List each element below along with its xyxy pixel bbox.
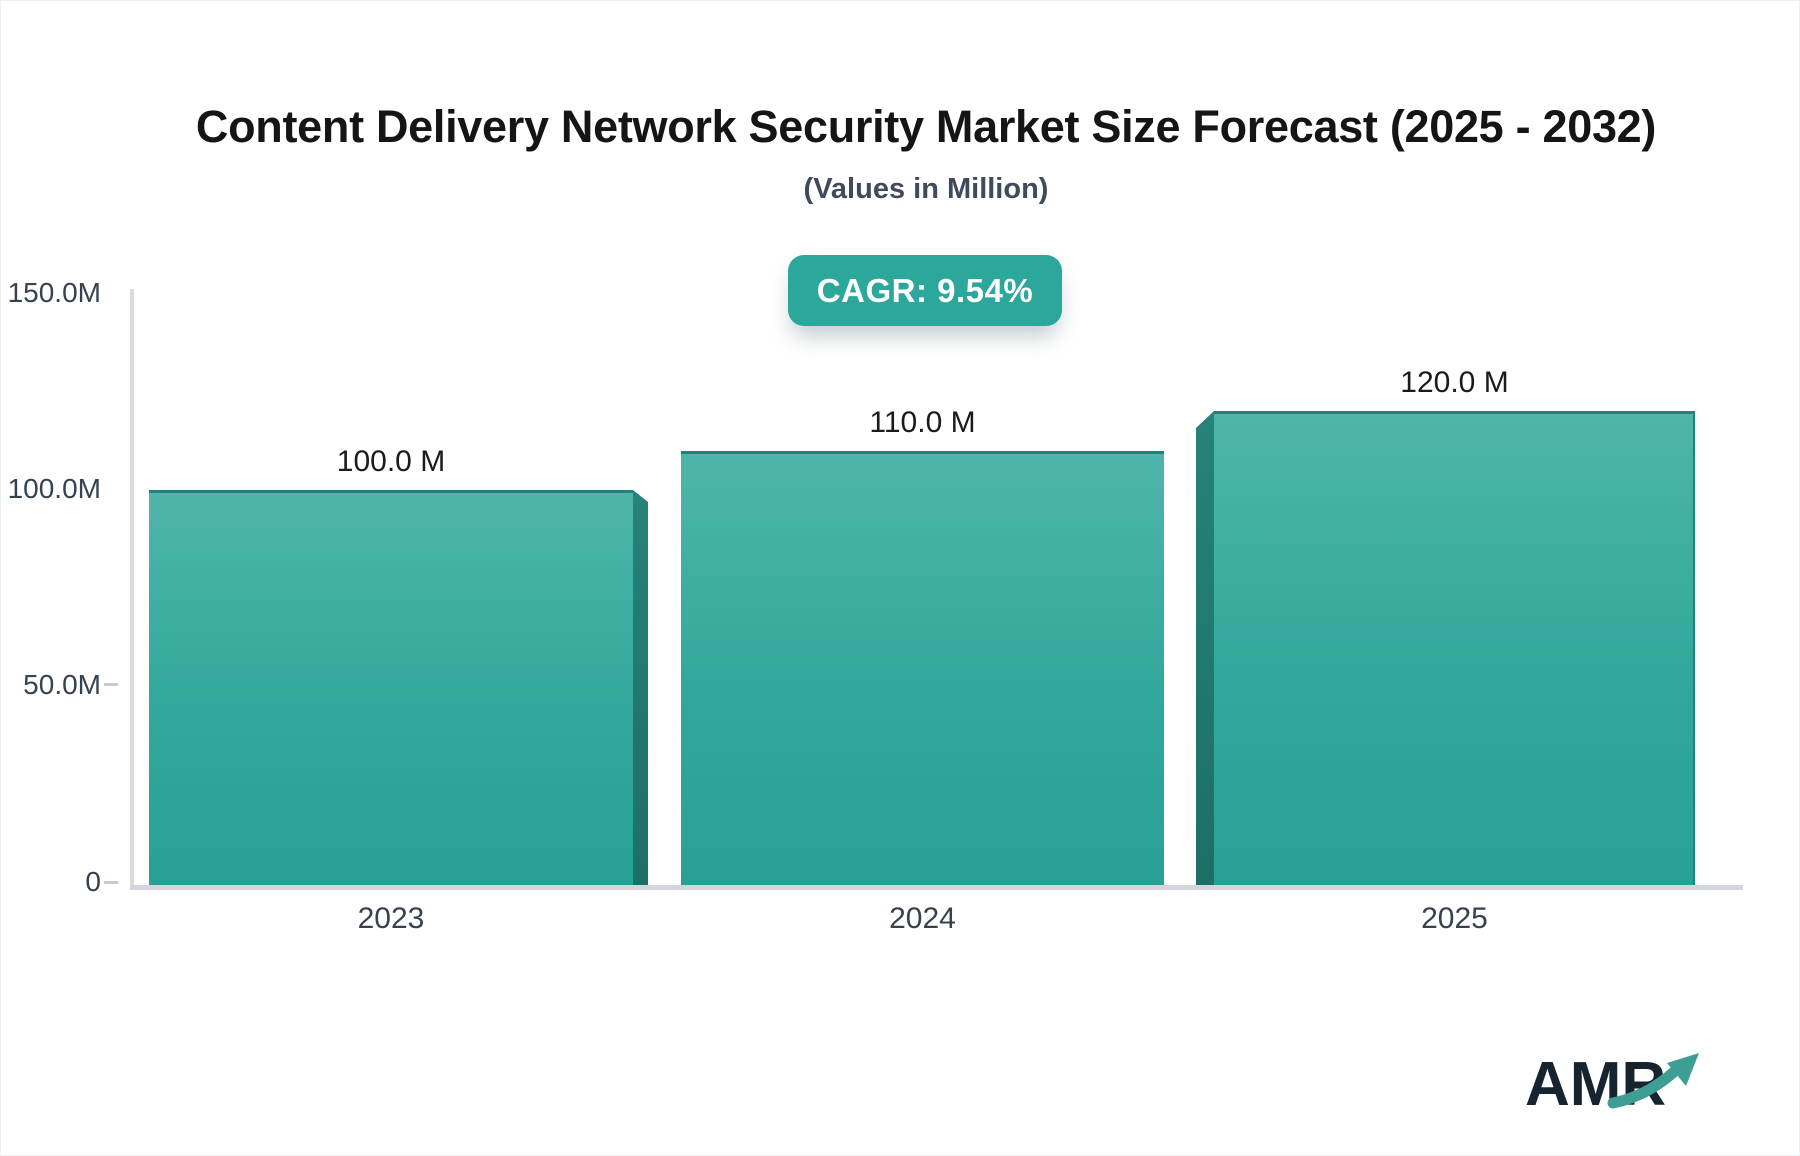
- bar-2023-side-face: [633, 490, 648, 885]
- x-axis-label-2025: 2025: [1421, 902, 1488, 935]
- chart-subtitle: (Values in Million): [803, 173, 1049, 205]
- amr-logo-text: AMR: [1525, 1050, 1666, 1119]
- bar-2025-side-face: [1196, 411, 1214, 885]
- y-axis-tick-0: [104, 881, 118, 884]
- bar-value-label-2024: 110.0 M: [869, 406, 976, 439]
- x-axis-line: [130, 885, 1743, 890]
- bar-2024: [681, 451, 1164, 885]
- bar-2023: [149, 490, 633, 885]
- y-axis-label-150m: 150.0M: [7, 277, 101, 308]
- y-axis-line: [130, 289, 134, 887]
- bar-2025: [1214, 411, 1695, 885]
- bar-value-label-2025: 120.0 M: [1400, 366, 1509, 399]
- cagr-badge-label: CAGR: 9.54%: [816, 271, 1034, 309]
- y-axis-label-0: 0: [85, 866, 101, 897]
- y-axis-label-100m: 100.0M: [7, 473, 101, 504]
- bar-value-label-2023: 100.0 M: [336, 445, 446, 478]
- chart-title: Content Delivery Network Security Market…: [195, 101, 1657, 152]
- y-axis-label-50m: 50.0M: [23, 669, 101, 700]
- amr-logo: AMR: [1525, 1050, 1699, 1119]
- x-axis-label-2023: 2023: [357, 902, 425, 935]
- x-axis-label-2024: 2024: [889, 902, 956, 935]
- cagr-badge: CAGR: 9.54%: [788, 255, 1062, 326]
- y-axis-tick-50m: [104, 683, 118, 686]
- growth-arrow-icon: [1607, 1053, 1699, 1109]
